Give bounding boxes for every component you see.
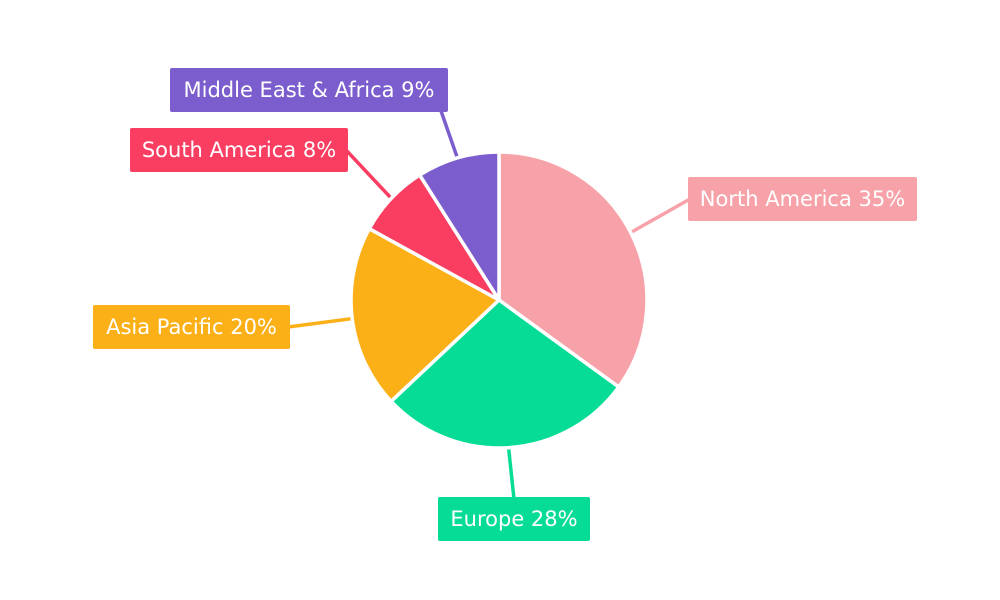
pie-label-europe: Europe 28% (438, 497, 590, 541)
pie-label-south-america: South America 8% (130, 128, 348, 172)
pie-label-middle-east-africa: Middle East & Africa 9% (170, 68, 448, 112)
leader-lines (287, 107, 691, 500)
pie-slice-europe (389, 298, 621, 450)
leader-line-asia-pacific (287, 316, 359, 329)
leader-line-south-america (344, 148, 397, 204)
pie-label-north-america: North America 35% (688, 177, 917, 221)
pie-slices (349, 150, 649, 450)
pie-slice-north-america (497, 150, 649, 389)
leader-line-north-america (624, 197, 691, 238)
pie-slice-middle-east-africa (417, 150, 501, 302)
pie-slice-asia-pacific (349, 226, 501, 404)
pie-label-asia-pacific: Asia Pacific 20% (93, 305, 290, 349)
leader-line-middle-east-africa (438, 107, 462, 165)
leader-line-europe (506, 441, 516, 500)
